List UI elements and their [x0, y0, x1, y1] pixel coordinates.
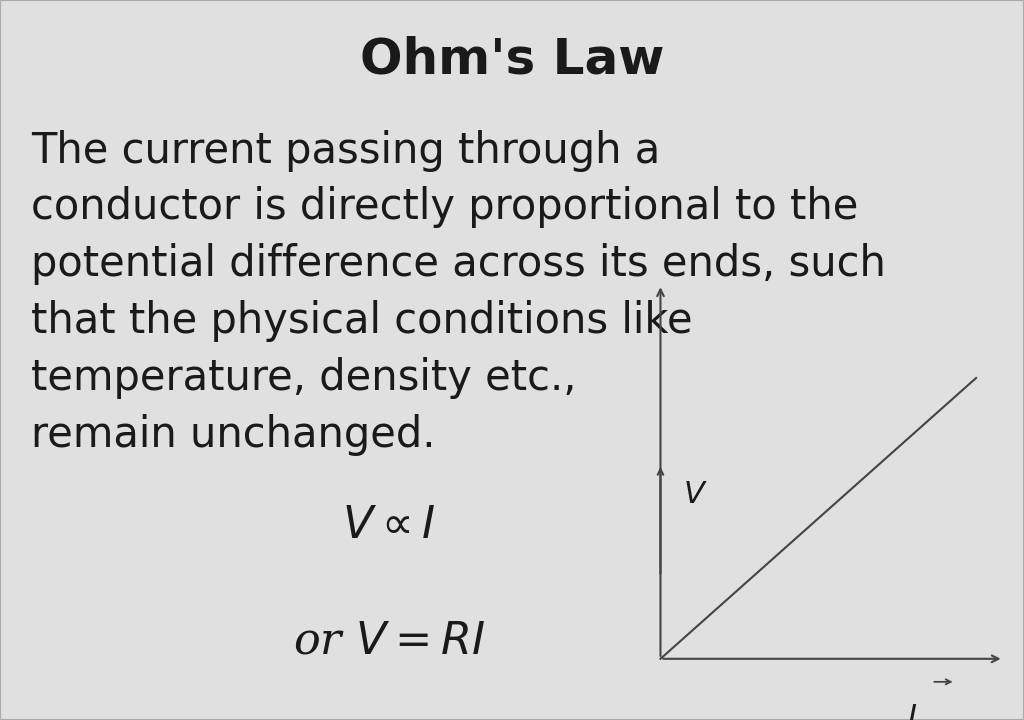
Text: $V$: $V$: [683, 479, 708, 510]
Text: $V \propto I$: $V \propto I$: [342, 504, 436, 547]
Text: or $V = RI$: or $V = RI$: [293, 619, 485, 662]
Text: Ohm's Law: Ohm's Law: [359, 36, 665, 84]
Text: $I$: $I$: [907, 702, 918, 720]
Text: The current passing through a
conductor is directly proportional to the
potentia: The current passing through a conductor …: [31, 130, 886, 456]
